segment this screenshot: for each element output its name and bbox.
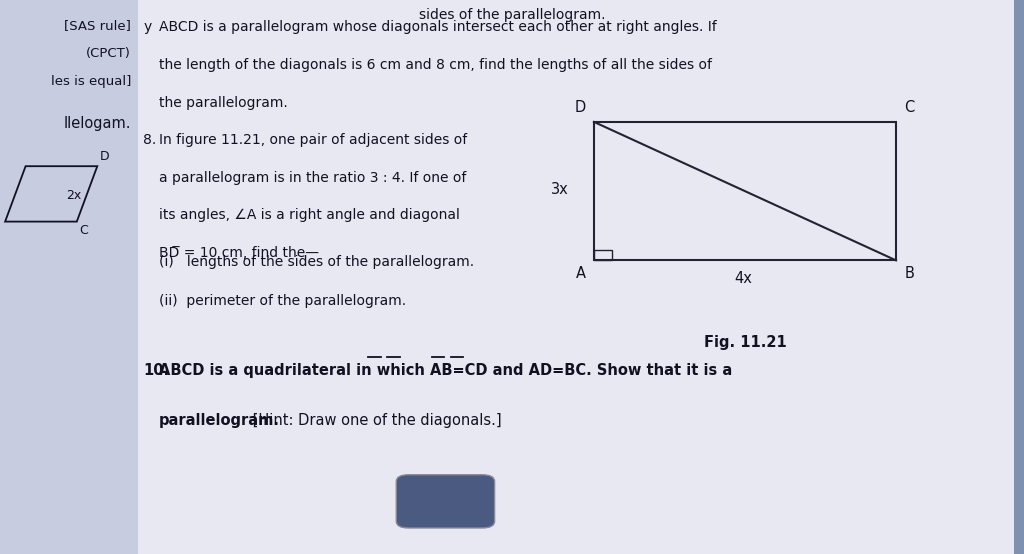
Text: (i)   lengths of the sides of the parallelogram.: (i) lengths of the sides of the parallel… [159, 255, 474, 269]
FancyBboxPatch shape [396, 475, 495, 528]
Text: y: y [143, 20, 152, 34]
Text: parallelogram.: parallelogram. [159, 413, 280, 428]
Text: [Hint: Draw one of the diagonals.]: [Hint: Draw one of the diagonals.] [248, 413, 501, 428]
Text: C: C [904, 100, 914, 115]
Text: A: A [575, 266, 586, 281]
Bar [594, 250, 612, 260]
Text: D: D [574, 100, 586, 115]
Text: llelogam.: llelogam. [63, 116, 131, 131]
Text: D: D [99, 151, 109, 163]
Text: (ii)  perimeter of the parallelogram.: (ii) perimeter of the parallelogram. [159, 294, 406, 307]
Text: les is equal]: les is equal] [51, 75, 131, 88]
Text: 3x: 3x [551, 182, 568, 197]
Text: C: C [79, 224, 88, 237]
Bar [0, 0, 138, 554]
Text: the parallelogram.: the parallelogram. [159, 96, 288, 110]
Text: [SAS rule]: [SAS rule] [65, 19, 131, 32]
Text: ABCD is a parallelogram whose diagonals intersect each other at right angles. If: ABCD is a parallelogram whose diagonals … [159, 20, 717, 34]
Text: Fig. 11.21: Fig. 11.21 [705, 335, 786, 350]
Text: In figure 11.21, one pair of adjacent sides of: In figure 11.21, one pair of adjacent si… [159, 133, 467, 147]
Text: 4x: 4x [734, 271, 753, 286]
Text: 10.: 10. [143, 363, 170, 378]
Text: BD̅ = 10 cm, find the—: BD̅ = 10 cm, find the— [159, 246, 318, 260]
Text: (CPCT): (CPCT) [86, 47, 131, 60]
Text: the length of the diagonals is 6 cm and 8 cm, find the lengths of all the sides : the length of the diagonals is 6 cm and … [159, 58, 712, 72]
Text: a parallelogram is in the ratio 3 : 4. If one of: a parallelogram is in the ratio 3 : 4. I… [159, 171, 466, 184]
Text: 8.: 8. [143, 133, 157, 147]
Text: 193: 193 [427, 493, 464, 510]
Text: sides of the parallelogram.: sides of the parallelogram. [419, 8, 605, 22]
Text: 2x: 2x [67, 188, 82, 202]
Text: its angles, ∠A is a right angle and diagonal: its angles, ∠A is a right angle and diag… [159, 208, 460, 222]
Text: B: B [904, 266, 914, 281]
Bar [138, 0, 1014, 554]
Text: ABCD is a quadrilateral in which AB=CD and AD=BC. Show that it is a: ABCD is a quadrilateral in which AB=CD a… [159, 363, 732, 378]
Bar [594, 122, 896, 260]
